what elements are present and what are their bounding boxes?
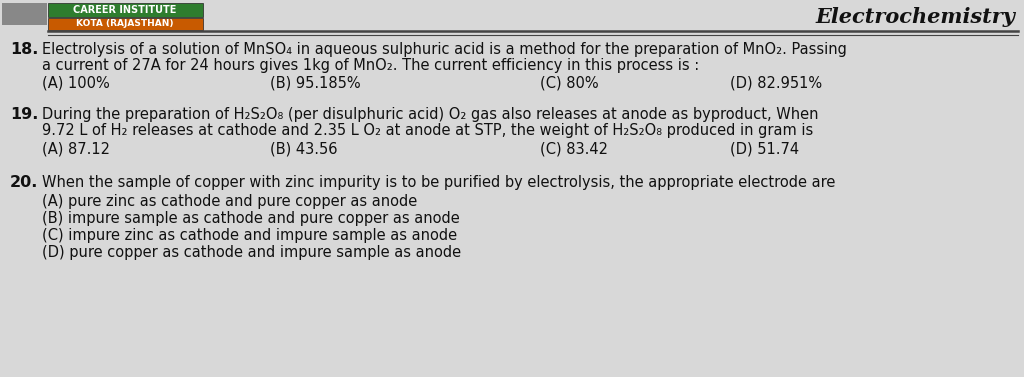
Text: 20.: 20. xyxy=(10,175,38,190)
Text: (A) 100%: (A) 100% xyxy=(42,76,110,91)
Text: Electrolysis of a solution of MnSO₄ in aqueous sulphuric acid is a method for th: Electrolysis of a solution of MnSO₄ in a… xyxy=(42,42,847,57)
Text: 9.72 L of H₂ releases at cathode and 2.35 L O₂ at anode at STP, the weight of H₂: 9.72 L of H₂ releases at cathode and 2.3… xyxy=(42,123,813,138)
Text: (A) pure zinc as cathode and pure copper as anode: (A) pure zinc as cathode and pure copper… xyxy=(42,194,417,209)
Bar xyxy=(48,18,203,30)
Text: (C) 83.42: (C) 83.42 xyxy=(540,141,608,156)
Bar xyxy=(48,3,203,17)
Text: (B) 95.185%: (B) 95.185% xyxy=(270,76,360,91)
Text: CAREER INSTITUTE: CAREER INSTITUTE xyxy=(74,5,177,15)
Text: (D) pure copper as cathode and impure sample as anode: (D) pure copper as cathode and impure sa… xyxy=(42,245,461,260)
Text: When the sample of copper with zinc impurity is to be purified by electrolysis, : When the sample of copper with zinc impu… xyxy=(42,175,836,190)
Text: 19.: 19. xyxy=(10,107,38,122)
Text: (C) 80%: (C) 80% xyxy=(540,76,599,91)
Text: a current of 27A for 24 hours gives 1kg of MnO₂. The current efficiency in this : a current of 27A for 24 hours gives 1kg … xyxy=(42,58,699,73)
Text: (B) impure sample as cathode and pure copper as anode: (B) impure sample as cathode and pure co… xyxy=(42,211,460,226)
Text: During the preparation of H₂S₂O₈ (per disulphuric acid) O₂ gas also releases at : During the preparation of H₂S₂O₈ (per di… xyxy=(42,107,818,122)
Text: (D) 82.951%: (D) 82.951% xyxy=(730,76,822,91)
Text: (A) 87.12: (A) 87.12 xyxy=(42,141,110,156)
Text: 18.: 18. xyxy=(10,42,38,57)
Text: (D) 51.74: (D) 51.74 xyxy=(730,141,799,156)
Text: (B) 43.56: (B) 43.56 xyxy=(270,141,338,156)
Bar xyxy=(2,3,47,25)
Text: Electrochemistry: Electrochemistry xyxy=(815,7,1015,27)
Text: KOTA (RAJASTHAN): KOTA (RAJASTHAN) xyxy=(76,20,174,29)
Text: (C) impure zinc as cathode and impure sample as anode: (C) impure zinc as cathode and impure sa… xyxy=(42,228,457,243)
